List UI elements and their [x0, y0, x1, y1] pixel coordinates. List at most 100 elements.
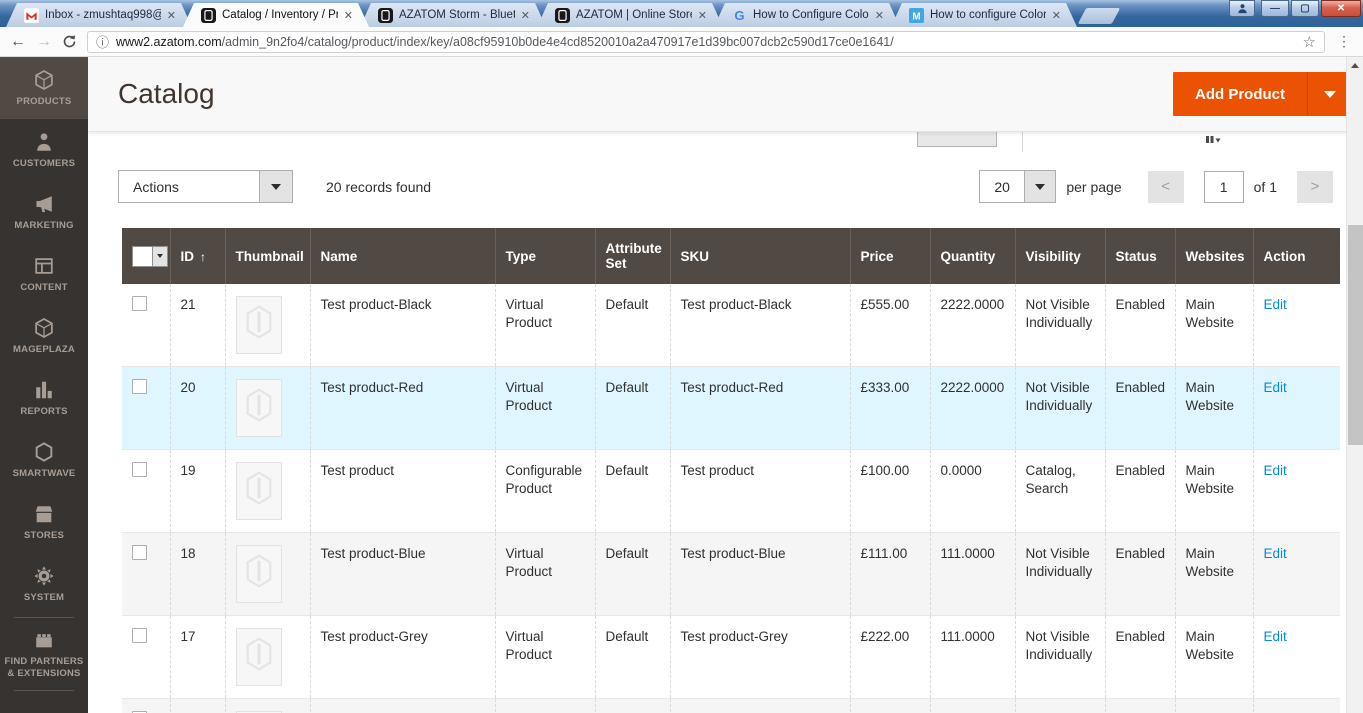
row-checkbox[interactable] — [132, 379, 147, 394]
column-header-status[interactable]: Status — [1104, 228, 1175, 284]
sidebar-item-content[interactable]: CONTENT — [0, 243, 88, 305]
profile-button[interactable] — [1229, 0, 1255, 17]
column-header-visibility[interactable]: Visibility — [1014, 228, 1105, 284]
edit-link[interactable]: Edit — [1263, 463, 1287, 478]
address-bar[interactable]: ⓘ www2.azatom.com/admin_9n2fo4/catalog/p… — [87, 30, 1325, 53]
column-header-quantity[interactable]: Quantity — [929, 228, 1015, 284]
reports-chart-icon — [33, 379, 55, 401]
sidebar-item-mageplaza[interactable]: MAGEPLAZA — [0, 305, 88, 367]
sidebar-item-system[interactable]: SYSTEM — [0, 553, 88, 615]
column-header-sku[interactable]: SKU — [669, 228, 850, 284]
magento-placeholder-icon — [244, 305, 274, 344]
row-checkbox[interactable] — [132, 628, 147, 643]
tab-close-icon[interactable]: ✕ — [343, 9, 353, 22]
azatom-icon — [378, 8, 393, 23]
column-header-type[interactable]: Type — [494, 228, 595, 284]
view-dropdown-cutoff[interactable] — [917, 132, 997, 147]
edit-link[interactable]: Edit — [1263, 380, 1287, 395]
column-header-websites[interactable]: Websites — [1174, 228, 1253, 284]
azatom-icon — [201, 8, 216, 23]
add-product-dropdown-toggle[interactable] — [1307, 72, 1351, 116]
sidebar-item-partial[interactable] — [0, 693, 88, 713]
edit-link[interactable]: Edit — [1263, 629, 1287, 644]
browser-tab-3[interactable]: AZATOM | Online Store ✕ — [537, 3, 723, 27]
cell-name: Test product-Blue — [309, 532, 495, 616]
toolbar-divider — [1022, 132, 1023, 152]
cell-id: 16 — [169, 698, 225, 713]
new-tab-button[interactable] — [1077, 8, 1121, 24]
column-header-action[interactable]: Action — [1252, 228, 1340, 284]
product-thumbnail — [235, 462, 282, 520]
sidebar-item-reports[interactable]: REPORTS — [0, 367, 88, 429]
azatom-icon — [555, 8, 570, 23]
edit-link[interactable]: Edit — [1263, 297, 1287, 312]
page-info-icon[interactable]: ⓘ — [96, 35, 110, 50]
row-checkbox[interactable] — [132, 545, 147, 560]
cell-attribute-set: Default — [594, 698, 670, 713]
admin-main: Catalog Add Product Actions — [88, 57, 1363, 713]
browser-tab-2[interactable]: AZATOM Storm - Blueto ✕ — [360, 3, 546, 27]
tab-close-icon[interactable]: ✕ — [874, 9, 884, 22]
cell-select — [122, 615, 170, 699]
edit-link[interactable]: Edit — [1263, 546, 1287, 561]
chevron-down-icon — [1323, 90, 1336, 98]
table-row-product-17: 17 Test product-Grey Virtual Product Defaul… — [122, 615, 1340, 699]
cell-name: Test product-Red — [309, 366, 495, 450]
tab-close-icon[interactable]: ✕ — [520, 9, 530, 22]
scrollbar-up-icon[interactable] — [1347, 57, 1363, 73]
bookmark-star-icon[interactable]: ☆ — [1302, 33, 1316, 51]
sidebar-item-stores[interactable]: STORES — [0, 491, 88, 553]
back-icon[interactable]: ← — [10, 32, 26, 50]
next-page-button[interactable]: > — [1297, 170, 1333, 203]
column-header-price[interactable]: Price — [849, 228, 930, 284]
tab-title: How to configure Color S — [930, 9, 1046, 21]
add-product-button[interactable]: Add Product — [1195, 85, 1285, 103]
row-checkbox[interactable] — [132, 296, 147, 311]
browser-menu-icon[interactable]: ⋮ — [1337, 33, 1351, 49]
cell-attribute-set: Default — [594, 284, 670, 367]
columns-control-icon[interactable] — [1205, 134, 1221, 146]
cell-quantity: 2222.0000 — [929, 366, 1015, 450]
close-button[interactable]: ✕ — [1321, 0, 1361, 17]
sidebar-item-label: CUSTOMERS — [12, 158, 76, 170]
sidebar-divider — [14, 689, 74, 691]
column-header-name[interactable]: Name — [309, 228, 495, 284]
select-all-checkbox[interactable] — [132, 245, 168, 267]
column-header-id[interactable]: ID ↑ — [169, 228, 225, 284]
maximize-button[interactable]: ▢ — [1291, 0, 1319, 17]
tab-close-icon[interactable]: ✕ — [1051, 9, 1061, 22]
sidebar-item-customers[interactable]: CUSTOMERS — [0, 119, 88, 181]
stores-shop-icon — [33, 503, 55, 525]
column-header-attribute_set[interactable]: Attribute Set — [594, 228, 670, 284]
browser-tab-5[interactable]: M How to configure Color S ✕ — [891, 3, 1077, 27]
row-checkbox[interactable] — [132, 711, 147, 713]
browser-tab-4[interactable]: G How to Configure Color ✕ — [714, 3, 900, 27]
tab-close-icon[interactable]: ✕ — [166, 9, 176, 22]
tab-close-icon[interactable]: ✕ — [697, 9, 707, 22]
row-checkbox[interactable] — [132, 462, 147, 477]
scrollbar-thumb[interactable] — [1348, 225, 1363, 445]
reload-icon[interactable] — [62, 34, 77, 49]
total-pages-label: of 1 — [1253, 178, 1277, 195]
browser-tab-1[interactable]: Catalog / Inventory / Pro ✕ — [183, 3, 369, 27]
browser-scrollbar[interactable] — [1346, 57, 1363, 713]
sidebar-item-smartwave[interactable]: SMARTWAVE — [0, 429, 88, 491]
forward-icon[interactable]: → — [36, 32, 52, 50]
cell-name: Test product-Grey — [309, 615, 495, 699]
per-page-select[interactable]: 20 — [979, 170, 1057, 203]
cell-action: Edit — [1252, 615, 1340, 699]
browser-tab-0[interactable]: Inbox - zmushtaq998@g ✕ — [6, 3, 192, 27]
sidebar-item-find-partners-extensions[interactable]: FIND PARTNERS & EXTENSIONS — [0, 620, 88, 688]
cell-websites: Main Website — [1174, 284, 1253, 367]
sidebar-item-marketing[interactable]: MARKETING — [0, 181, 88, 243]
cell-action: Edit — [1252, 449, 1340, 533]
sidebar-item-products[interactable]: PRODUCTS — [0, 57, 88, 119]
table-row-product-19: 19 Test product Configurable Product Defaul… — [122, 449, 1340, 533]
magento-placeholder-icon — [244, 637, 274, 676]
prev-page-button[interactable]: < — [1147, 170, 1184, 203]
cell-status: Enabled — [1104, 698, 1175, 713]
minimize-button[interactable]: — — [1261, 0, 1289, 17]
column-header-thumbnail[interactable]: Thumbnail — [224, 228, 310, 284]
current-page-input[interactable] — [1203, 170, 1244, 203]
actions-select[interactable]: Actions — [118, 170, 293, 203]
